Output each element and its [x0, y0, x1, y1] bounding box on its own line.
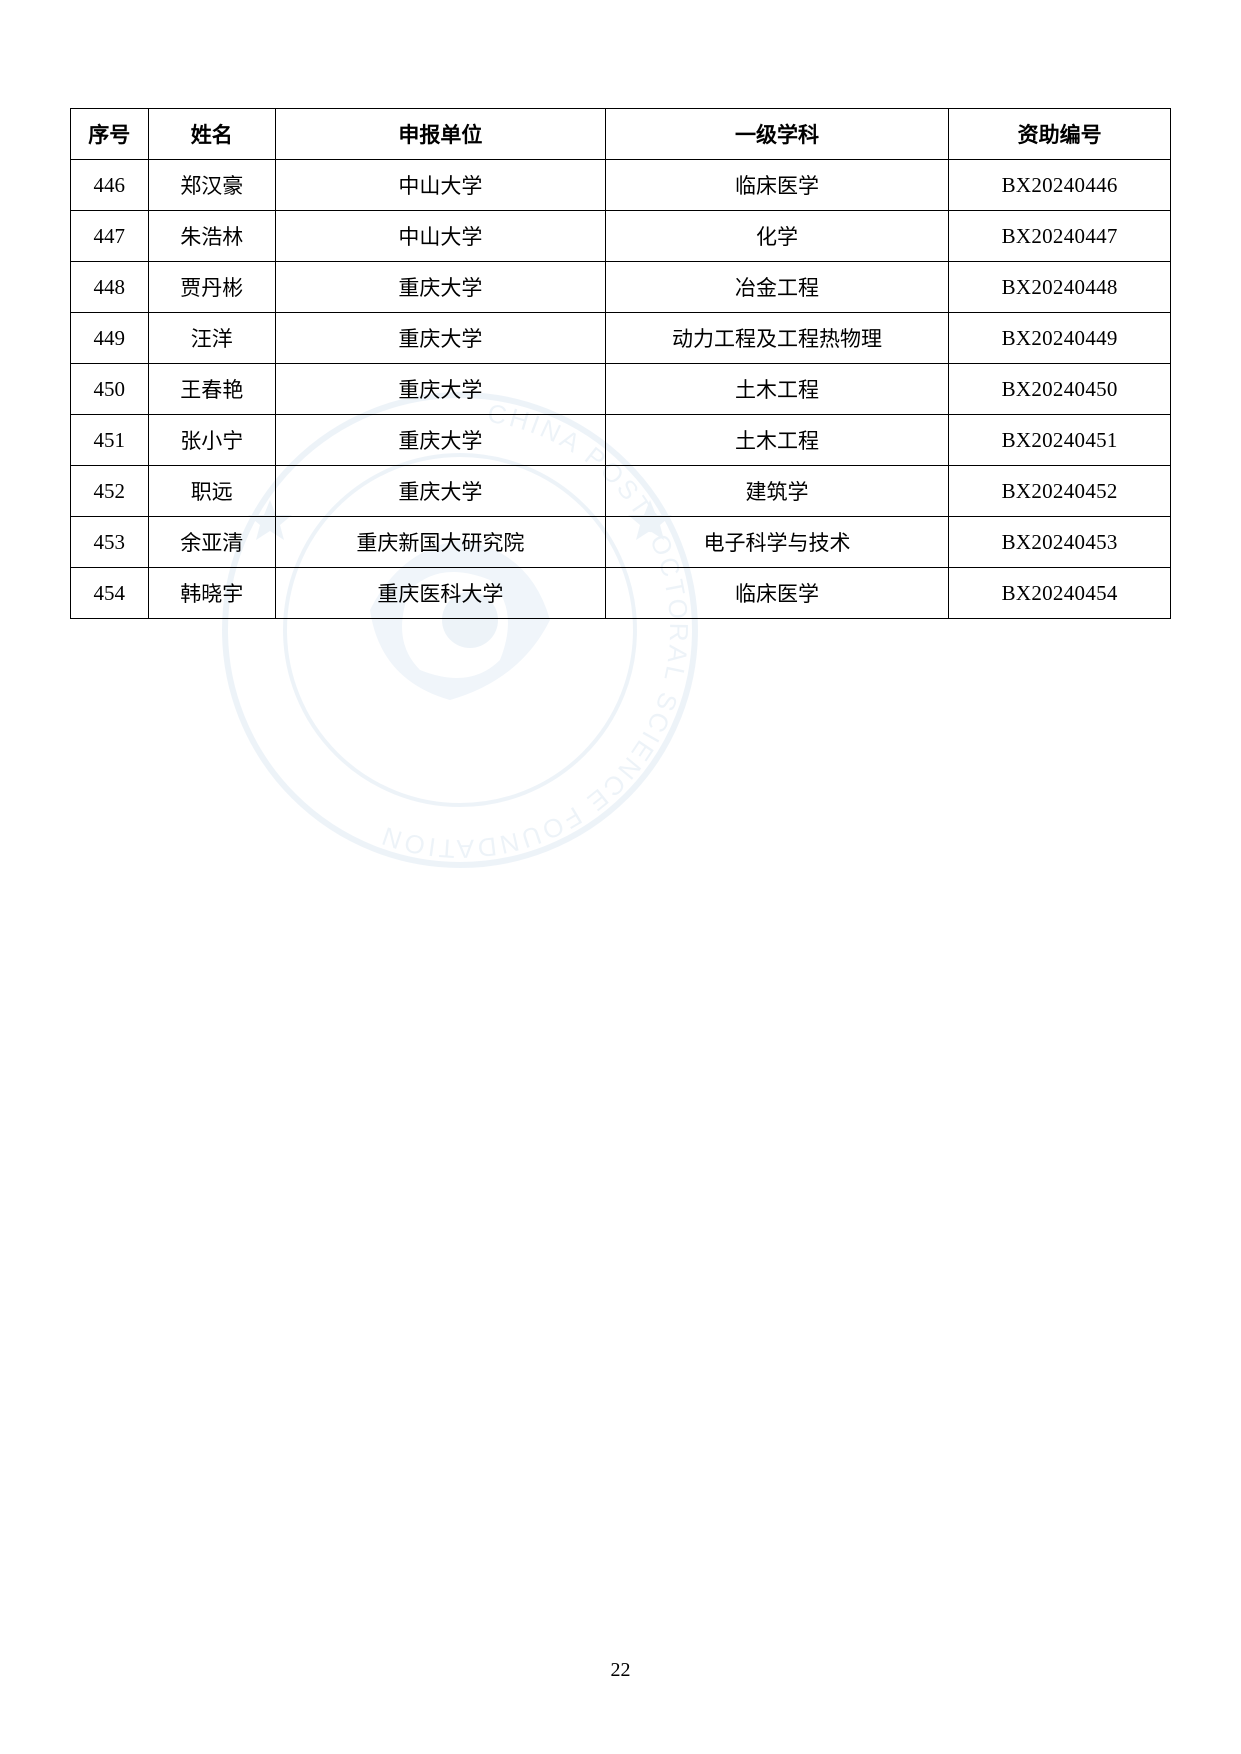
- cell-unit: 重庆大学: [276, 466, 606, 517]
- cell-subject: 动力工程及工程热物理: [605, 313, 949, 364]
- cell-unit: 中山大学: [276, 211, 606, 262]
- cell-funding: BX20240453: [949, 517, 1171, 568]
- data-table: 序号 姓名 申报单位 一级学科 资助编号 446 郑汉豪 中山大学 临床医学 B…: [70, 108, 1171, 619]
- header-unit: 申报单位: [276, 109, 606, 160]
- table-row: 447 朱浩林 中山大学 化学 BX20240447: [71, 211, 1171, 262]
- cell-subject: 临床医学: [605, 568, 949, 619]
- cell-name: 贾丹彬: [148, 262, 275, 313]
- cell-name: 王春艳: [148, 364, 275, 415]
- cell-subject: 电子科学与技术: [605, 517, 949, 568]
- header-funding: 资助编号: [949, 109, 1171, 160]
- cell-seq: 452: [71, 466, 149, 517]
- header-subject: 一级学科: [605, 109, 949, 160]
- cell-seq: 451: [71, 415, 149, 466]
- cell-seq: 448: [71, 262, 149, 313]
- cell-funding: BX20240452: [949, 466, 1171, 517]
- table-row: 446 郑汉豪 中山大学 临床医学 BX20240446: [71, 160, 1171, 211]
- cell-subject: 建筑学: [605, 466, 949, 517]
- cell-unit: 重庆大学: [276, 364, 606, 415]
- header-seq: 序号: [71, 109, 149, 160]
- cell-name: 职远: [148, 466, 275, 517]
- table-row: 453 余亚清 重庆新国大研究院 电子科学与技术 BX20240453: [71, 517, 1171, 568]
- cell-subject: 土木工程: [605, 415, 949, 466]
- table-header: 序号 姓名 申报单位 一级学科 资助编号: [71, 109, 1171, 160]
- cell-subject: 土木工程: [605, 364, 949, 415]
- cell-unit: 重庆新国大研究院: [276, 517, 606, 568]
- cell-seq: 446: [71, 160, 149, 211]
- cell-name: 汪洋: [148, 313, 275, 364]
- cell-funding: BX20240448: [949, 262, 1171, 313]
- cell-subject: 化学: [605, 211, 949, 262]
- cell-subject: 临床医学: [605, 160, 949, 211]
- table-body: 446 郑汉豪 中山大学 临床医学 BX20240446 447 朱浩林 中山大…: [71, 160, 1171, 619]
- table-header-row: 序号 姓名 申报单位 一级学科 资助编号: [71, 109, 1171, 160]
- cell-funding: BX20240451: [949, 415, 1171, 466]
- cell-funding: BX20240449: [949, 313, 1171, 364]
- table-row: 448 贾丹彬 重庆大学 冶金工程 BX20240448: [71, 262, 1171, 313]
- cell-name: 郑汉豪: [148, 160, 275, 211]
- cell-unit: 重庆大学: [276, 415, 606, 466]
- cell-seq: 453: [71, 517, 149, 568]
- cell-name: 张小宁: [148, 415, 275, 466]
- cell-seq: 450: [71, 364, 149, 415]
- cell-unit: 重庆医科大学: [276, 568, 606, 619]
- cell-funding: BX20240446: [949, 160, 1171, 211]
- table-row: 451 张小宁 重庆大学 土木工程 BX20240451: [71, 415, 1171, 466]
- cell-name: 余亚清: [148, 517, 275, 568]
- cell-funding: BX20240454: [949, 568, 1171, 619]
- cell-seq: 449: [71, 313, 149, 364]
- cell-funding: BX20240450: [949, 364, 1171, 415]
- cell-seq: 454: [71, 568, 149, 619]
- table-row: 450 王春艳 重庆大学 土木工程 BX20240450: [71, 364, 1171, 415]
- header-name: 姓名: [148, 109, 275, 160]
- cell-subject: 冶金工程: [605, 262, 949, 313]
- cell-name: 朱浩林: [148, 211, 275, 262]
- table-row: 449 汪洋 重庆大学 动力工程及工程热物理 BX20240449: [71, 313, 1171, 364]
- cell-name: 韩晓宇: [148, 568, 275, 619]
- table-row: 452 职远 重庆大学 建筑学 BX20240452: [71, 466, 1171, 517]
- cell-unit: 中山大学: [276, 160, 606, 211]
- cell-unit: 重庆大学: [276, 313, 606, 364]
- table-row: 454 韩晓宇 重庆医科大学 临床医学 BX20240454: [71, 568, 1171, 619]
- page-number: 22: [0, 1659, 1241, 1682]
- page-container: 序号 姓名 申报单位 一级学科 资助编号 446 郑汉豪 中山大学 临床医学 B…: [0, 0, 1241, 619]
- cell-unit: 重庆大学: [276, 262, 606, 313]
- cell-funding: BX20240447: [949, 211, 1171, 262]
- cell-seq: 447: [71, 211, 149, 262]
